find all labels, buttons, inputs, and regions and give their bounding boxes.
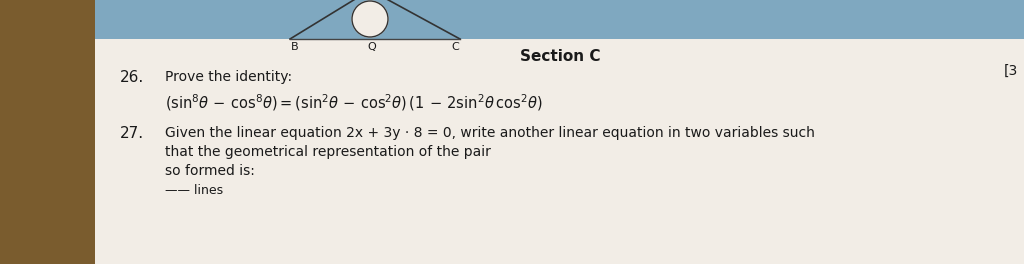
Text: [3: [3	[1004, 64, 1018, 78]
Text: Given the linear equation 2x + 3y · 8 = 0, write another linear equation in two : Given the linear equation 2x + 3y · 8 = …	[165, 126, 815, 140]
Text: B: B	[291, 42, 299, 52]
Text: C: C	[452, 42, 459, 52]
Text: —— lines: —— lines	[165, 184, 223, 197]
Text: 26.: 26.	[120, 70, 144, 85]
Text: 27.: 27.	[120, 126, 144, 141]
FancyBboxPatch shape	[95, 0, 1024, 54]
Text: $(\mathrm{sin}^8\theta\,-\,\mathrm{cos}^8\theta) = (\mathrm{sin}^2\theta\,-\,\ma: $(\mathrm{sin}^8\theta\,-\,\mathrm{cos}^…	[165, 92, 543, 113]
Text: that the geometrical representation of the pair: that the geometrical representation of t…	[165, 145, 490, 159]
FancyBboxPatch shape	[0, 0, 95, 264]
Text: Q: Q	[368, 42, 377, 52]
Text: Prove the identity:: Prove the identity:	[165, 70, 292, 84]
FancyBboxPatch shape	[95, 39, 1024, 264]
Circle shape	[352, 1, 388, 37]
Text: Section C: Section C	[520, 49, 600, 64]
Text: so formed is:: so formed is:	[165, 164, 255, 178]
